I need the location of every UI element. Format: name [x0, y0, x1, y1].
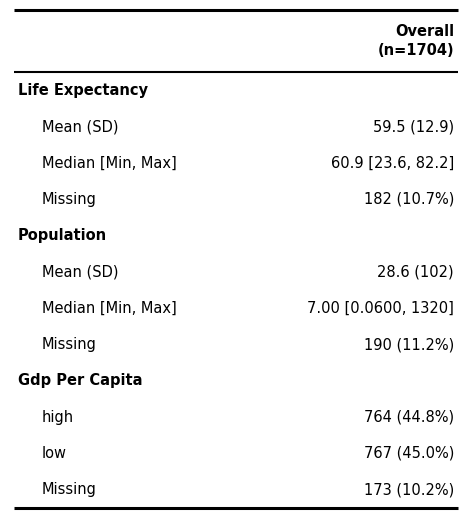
Text: Overall
(n=1704): Overall (n=1704) — [378, 24, 454, 58]
Text: 7.00 [0.0600, 1320]: 7.00 [0.0600, 1320] — [307, 300, 454, 315]
Text: Missing: Missing — [42, 192, 97, 207]
Text: 764 (44.8%): 764 (44.8%) — [364, 410, 454, 425]
Text: Mean (SD): Mean (SD) — [42, 264, 118, 279]
Text: Missing: Missing — [42, 482, 97, 497]
Text: 182 (10.7%): 182 (10.7%) — [363, 192, 454, 207]
Text: Life Expectancy: Life Expectancy — [18, 83, 148, 98]
Text: Mean (SD): Mean (SD) — [42, 119, 118, 134]
Text: 173 (10.2%): 173 (10.2%) — [364, 482, 454, 497]
Text: 59.5 (12.9): 59.5 (12.9) — [373, 119, 454, 134]
Text: Median [Min, Max]: Median [Min, Max] — [42, 155, 177, 170]
Text: Population: Population — [18, 228, 107, 243]
Text: Median [Min, Max]: Median [Min, Max] — [42, 300, 177, 315]
Text: 60.9 [23.6, 82.2]: 60.9 [23.6, 82.2] — [331, 155, 454, 170]
Text: low: low — [42, 446, 67, 461]
Text: high: high — [42, 410, 74, 425]
Text: 190 (11.2%): 190 (11.2%) — [364, 337, 454, 352]
Text: 28.6 (102): 28.6 (102) — [378, 264, 454, 279]
Text: Gdp Per Capita: Gdp Per Capita — [18, 373, 143, 388]
Text: Missing: Missing — [42, 337, 97, 352]
Text: 767 (45.0%): 767 (45.0%) — [363, 446, 454, 461]
